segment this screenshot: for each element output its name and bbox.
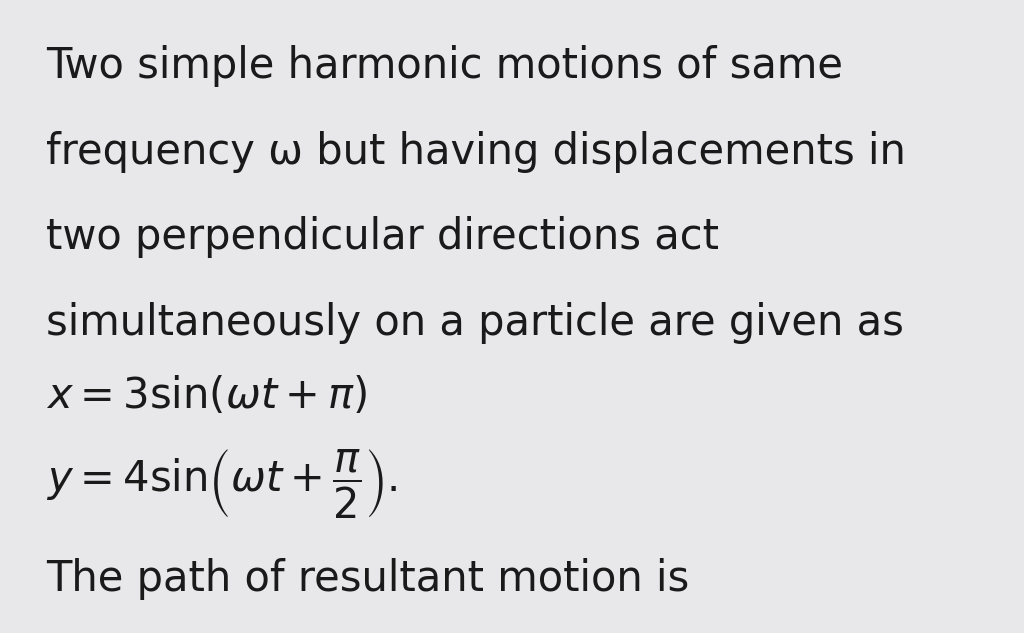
Text: simultaneously on a particle are given as: simultaneously on a particle are given a… (46, 302, 904, 344)
Text: frequency ω but having displacements in: frequency ω but having displacements in (46, 131, 906, 173)
Text: $y = 4\sin\!\left(\omega t + \dfrac{\pi}{2}\right).$: $y = 4\sin\!\left(\omega t + \dfrac{\pi}… (46, 448, 397, 521)
Text: $x = 3\mathrm{sin}(\omega t + \pi)$: $x = 3\mathrm{sin}(\omega t + \pi)$ (46, 375, 368, 417)
Text: The path of resultant motion is: The path of resultant motion is (46, 558, 689, 600)
Text: Two simple harmonic motions of same: Two simple harmonic motions of same (46, 46, 843, 87)
Text: two perpendicular directions act: two perpendicular directions act (46, 216, 719, 258)
